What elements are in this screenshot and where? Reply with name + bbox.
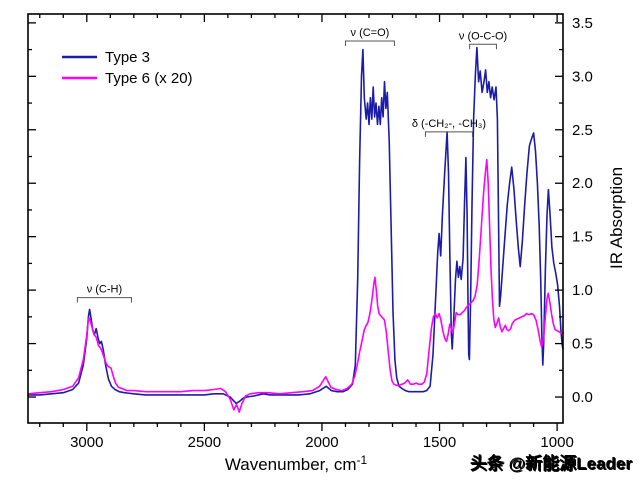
annotation-label: δ (-CH₂-, -CH₃) — [412, 118, 486, 130]
annotation-bracket — [469, 43, 497, 50]
axis-ticks: 3000 2500 2000 1500 1000 0.0 0.5 1.0 1.5 2.0 2.5 3.… — [28, 14, 593, 451]
x-axis-title-superscript: -1 — [356, 453, 367, 467]
y-tick-label: 0.0 — [572, 389, 593, 406]
annotation-label: ν (O-C-O) — [459, 30, 507, 42]
annotation-label: ν (C-H) — [87, 284, 122, 296]
x-tick-label: 1000 — [540, 434, 573, 451]
y-tick-label: 0.5 — [572, 336, 593, 353]
legend-label-type-6: Type 6 (x 20) — [105, 70, 193, 87]
x-axis-title-main: Wavenumber, cm — [225, 455, 357, 474]
y-tick-label: 3.5 — [572, 15, 593, 32]
x-tick-label: 3000 — [70, 434, 103, 451]
legend-label-type-3: Type 3 — [105, 49, 150, 66]
watermark-shadow: 头条 @新能源Leader — [471, 454, 633, 474]
annotation-bracket — [424, 131, 473, 137]
y-axis-title: IR Absorption — [607, 167, 626, 269]
series-curves — [27, 46, 564, 413]
y-tick-label: 1.0 — [572, 282, 593, 299]
annotation-bracket — [76, 297, 132, 303]
annotation-label: ν (C=O) — [351, 27, 390, 39]
legend: Type 3 Type 6 (x 20) — [62, 49, 193, 87]
series-line-type-3 — [27, 46, 564, 405]
annotation-bracket — [344, 40, 395, 47]
y-tick-label: 2.5 — [572, 122, 593, 139]
plot-frame — [27, 13, 564, 424]
x-tick-label: 1500 — [423, 434, 456, 451]
y-tick-label: 3.0 — [572, 68, 593, 85]
watermark: 头条 @新能源Leader — [470, 453, 632, 473]
y-tick-label: 1.5 — [572, 229, 593, 246]
x-tick-label: 2500 — [188, 434, 221, 451]
x-axis-title: Wavenumber, cm-1 — [225, 453, 368, 474]
peak-annotations: ν (C-H) ν (C=O) δ (-CH₂-, -CH₃) ν (O-C-O) — [76, 27, 507, 303]
x-tick-label: 2000 — [305, 434, 338, 451]
y-tick-label: 2.0 — [572, 175, 593, 192]
series-line-type-6-x-20 — [27, 158, 564, 413]
